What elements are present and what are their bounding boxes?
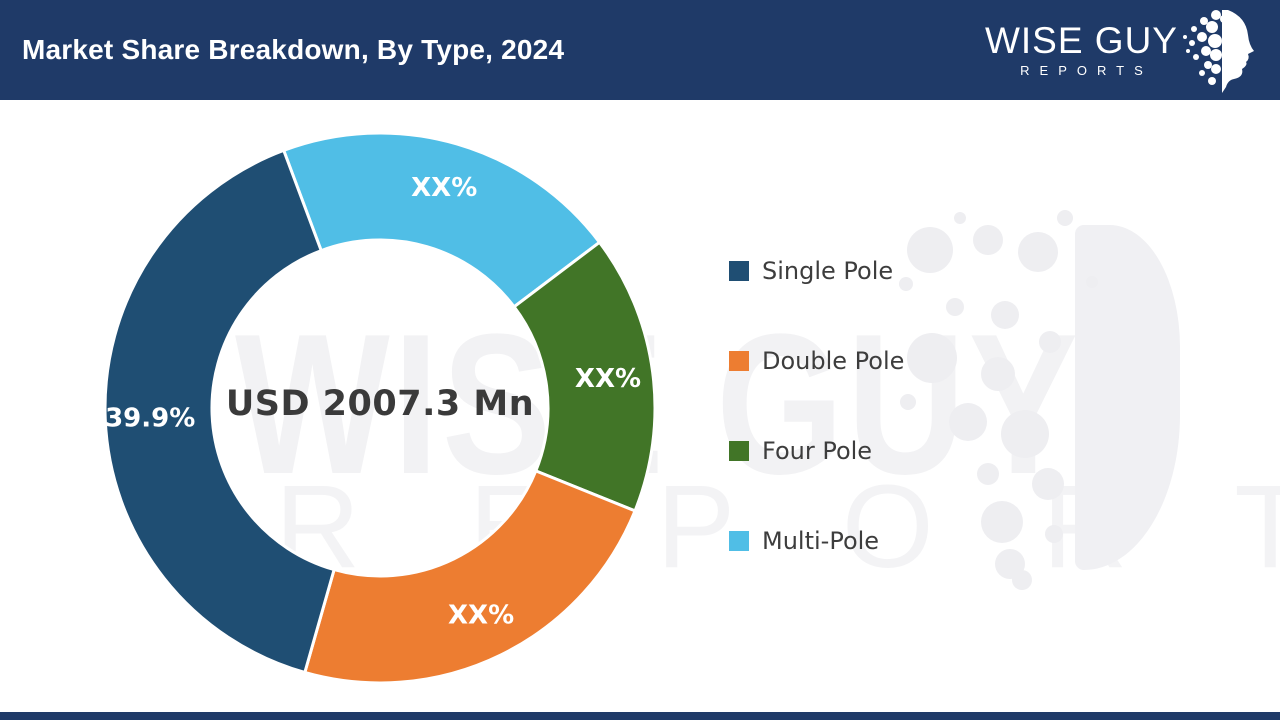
legend-item-single-pole: Single Pole bbox=[729, 257, 894, 285]
legend-swatch-double-pole bbox=[729, 351, 749, 371]
legend-item-four-pole: Four Pole bbox=[729, 437, 873, 465]
footer-bar bbox=[0, 712, 1280, 720]
donut-segment-single-pole bbox=[103, 148, 336, 675]
legend-swatch-four-pole bbox=[729, 441, 749, 461]
donut-segment-double-pole bbox=[302, 468, 637, 685]
segment-label-double-pole: XX% bbox=[448, 601, 514, 631]
segment-label-single-pole: 39.9% bbox=[105, 403, 195, 433]
legend-item-double-pole: Double Pole bbox=[729, 347, 905, 375]
donut-chart: XX% XX% XX% 39.9% bbox=[103, 131, 657, 685]
page-title: Market Share Breakdown, By Type, 2024 bbox=[22, 34, 565, 65]
logo-subtext: REPORTS bbox=[1020, 63, 1153, 78]
legend-swatch-multi-pole bbox=[729, 531, 749, 551]
chart-area: WISE GUY R E P O R T S XX%XX%XX%39.9% US… bbox=[0, 100, 1280, 712]
brand-logo: WISE GUY REPORTS bbox=[985, 7, 1254, 93]
segment-label-multi-pole: XX% bbox=[411, 173, 477, 203]
legend-label-single-pole: Single Pole bbox=[762, 257, 894, 285]
donut-segment-multi-pole bbox=[281, 131, 602, 309]
chart-center-value: USD 2007.3 Mn bbox=[225, 384, 535, 424]
logo-wordmark: WISE GUY bbox=[984, 20, 1178, 61]
legend-label-double-pole: Double Pole bbox=[762, 347, 905, 375]
header-bar: Market Share Breakdown, By Type, 2024 WI… bbox=[0, 0, 1280, 100]
legend-swatch-single-pole bbox=[729, 261, 749, 281]
logo-face-icon bbox=[1183, 10, 1254, 93]
legend-label-multi-pole: Multi-Pole bbox=[762, 527, 880, 555]
brand-logo-text: WISE GUY REPORTS bbox=[985, 22, 1178, 78]
legend-item-multi-pole: Multi-Pole bbox=[729, 527, 880, 555]
segment-label-four-pole: XX% bbox=[575, 364, 641, 394]
legend-label-four-pole: Four Pole bbox=[762, 437, 873, 465]
